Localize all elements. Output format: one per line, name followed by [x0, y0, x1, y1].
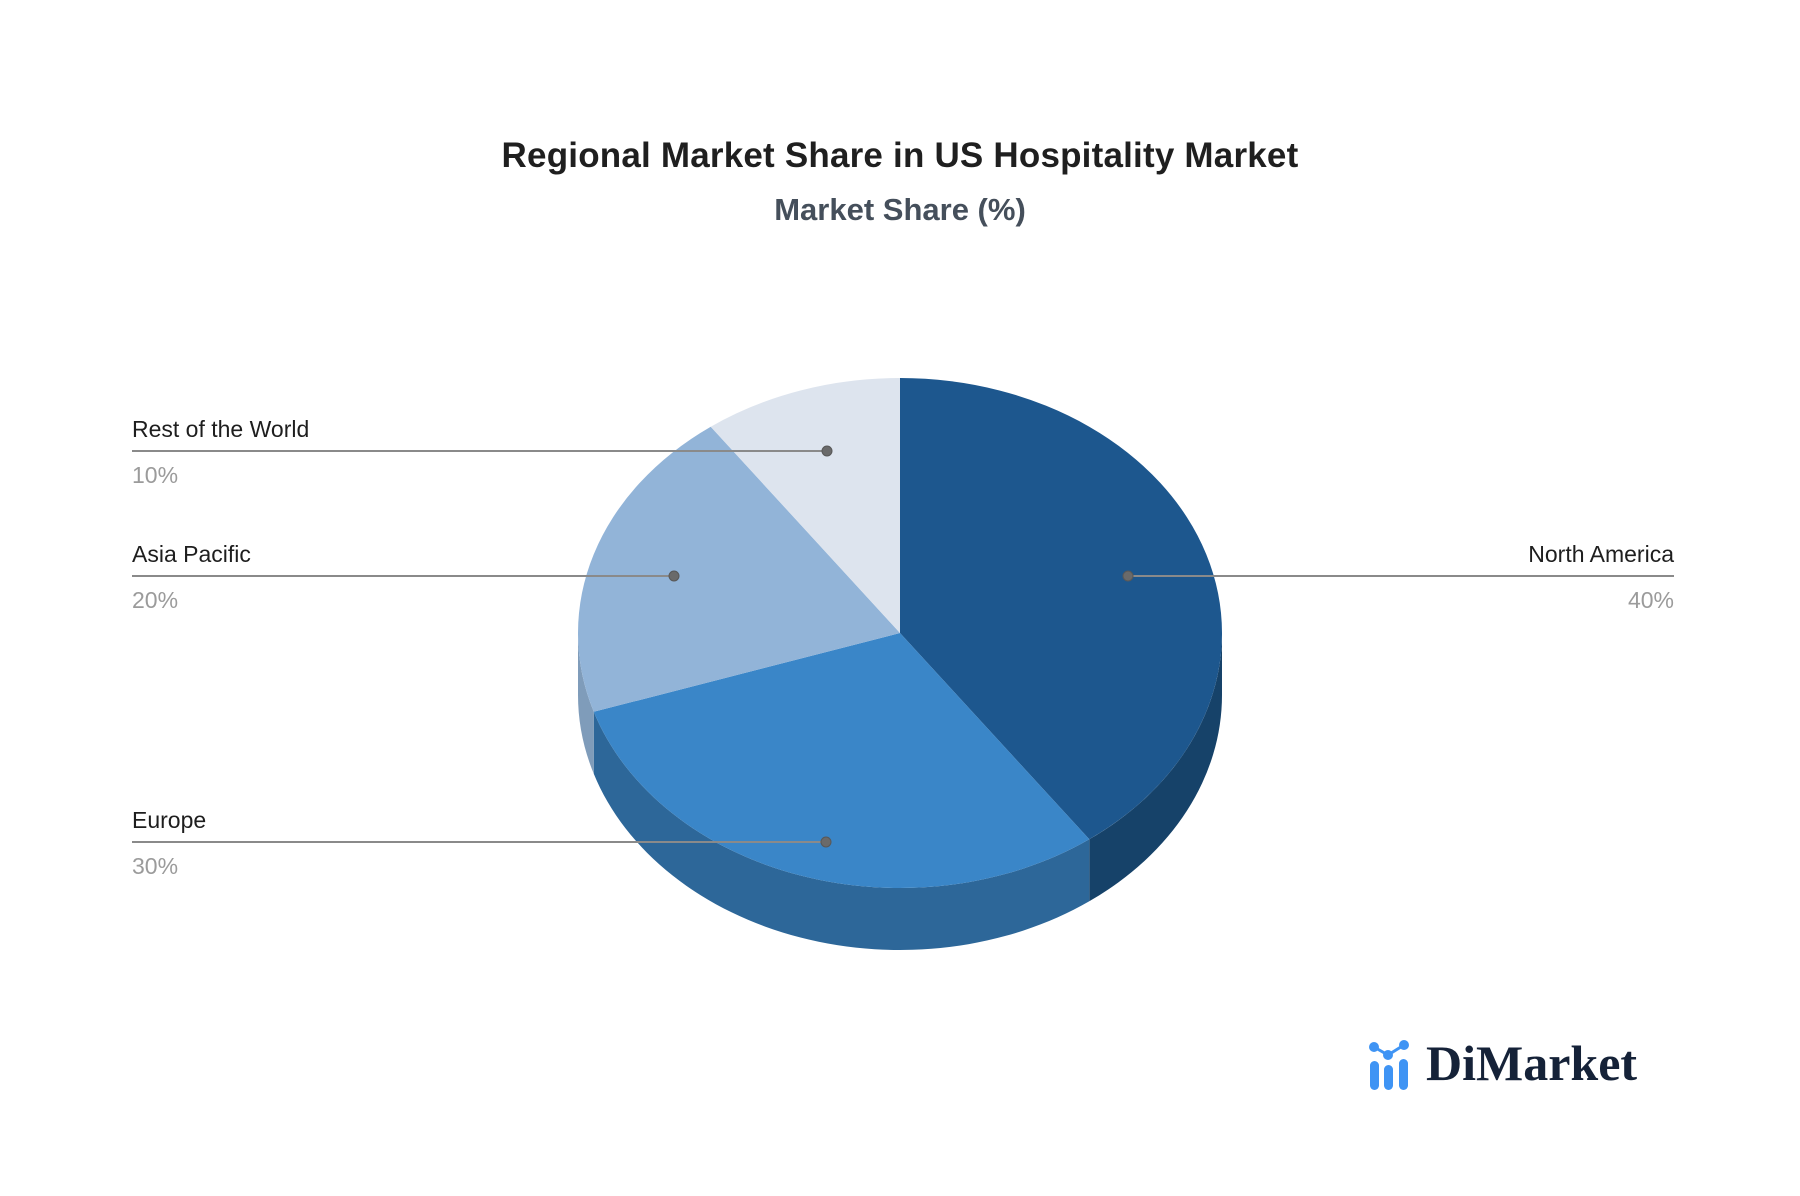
connector-dot-north-america — [1122, 570, 1134, 582]
connector-dot-europe — [820, 836, 832, 848]
brand-name: DiMarket — [1426, 1035, 1638, 1091]
bar-line-chart-icon — [1369, 1040, 1409, 1090]
slice-value-asia-pacific: 20% — [132, 587, 179, 613]
chart-title: Regional Market Share in US Hospitality … — [501, 136, 1299, 175]
slice-label-europe: Europe — [132, 807, 207, 833]
pie-slice-north-america[interactable] — [900, 378, 1223, 840]
pie-slice-asia-pacific[interactable] — [578, 426, 900, 712]
chart-subtitle: Market Share (%) — [774, 192, 1026, 227]
slice-label-north-america: North America — [1528, 541, 1674, 567]
slice-value-rest-of-the-world: 10% — [132, 462, 179, 488]
pie-slice-side-asia-pacific — [578, 633, 594, 774]
connector-dot-rest-of-the-world — [821, 445, 833, 457]
connector-dot-asia-pacific — [668, 570, 680, 582]
pie-slice-europe[interactable] — [593, 633, 1090, 888]
pie-slice-side-europe — [593, 711, 1090, 951]
pie-slice-rest-of-the-world[interactable] — [710, 378, 900, 633]
slice-value-europe: 30% — [132, 853, 179, 879]
slice-label-rest-of-the-world: Rest of the World — [132, 416, 310, 442]
slice-label-asia-pacific: Asia Pacific — [132, 541, 251, 567]
pie-slice-side-north-america — [1089, 633, 1222, 902]
slice-value-north-america: 40% — [1627, 587, 1674, 613]
brand-logo: DiMarket — [1368, 1036, 1637, 1090]
